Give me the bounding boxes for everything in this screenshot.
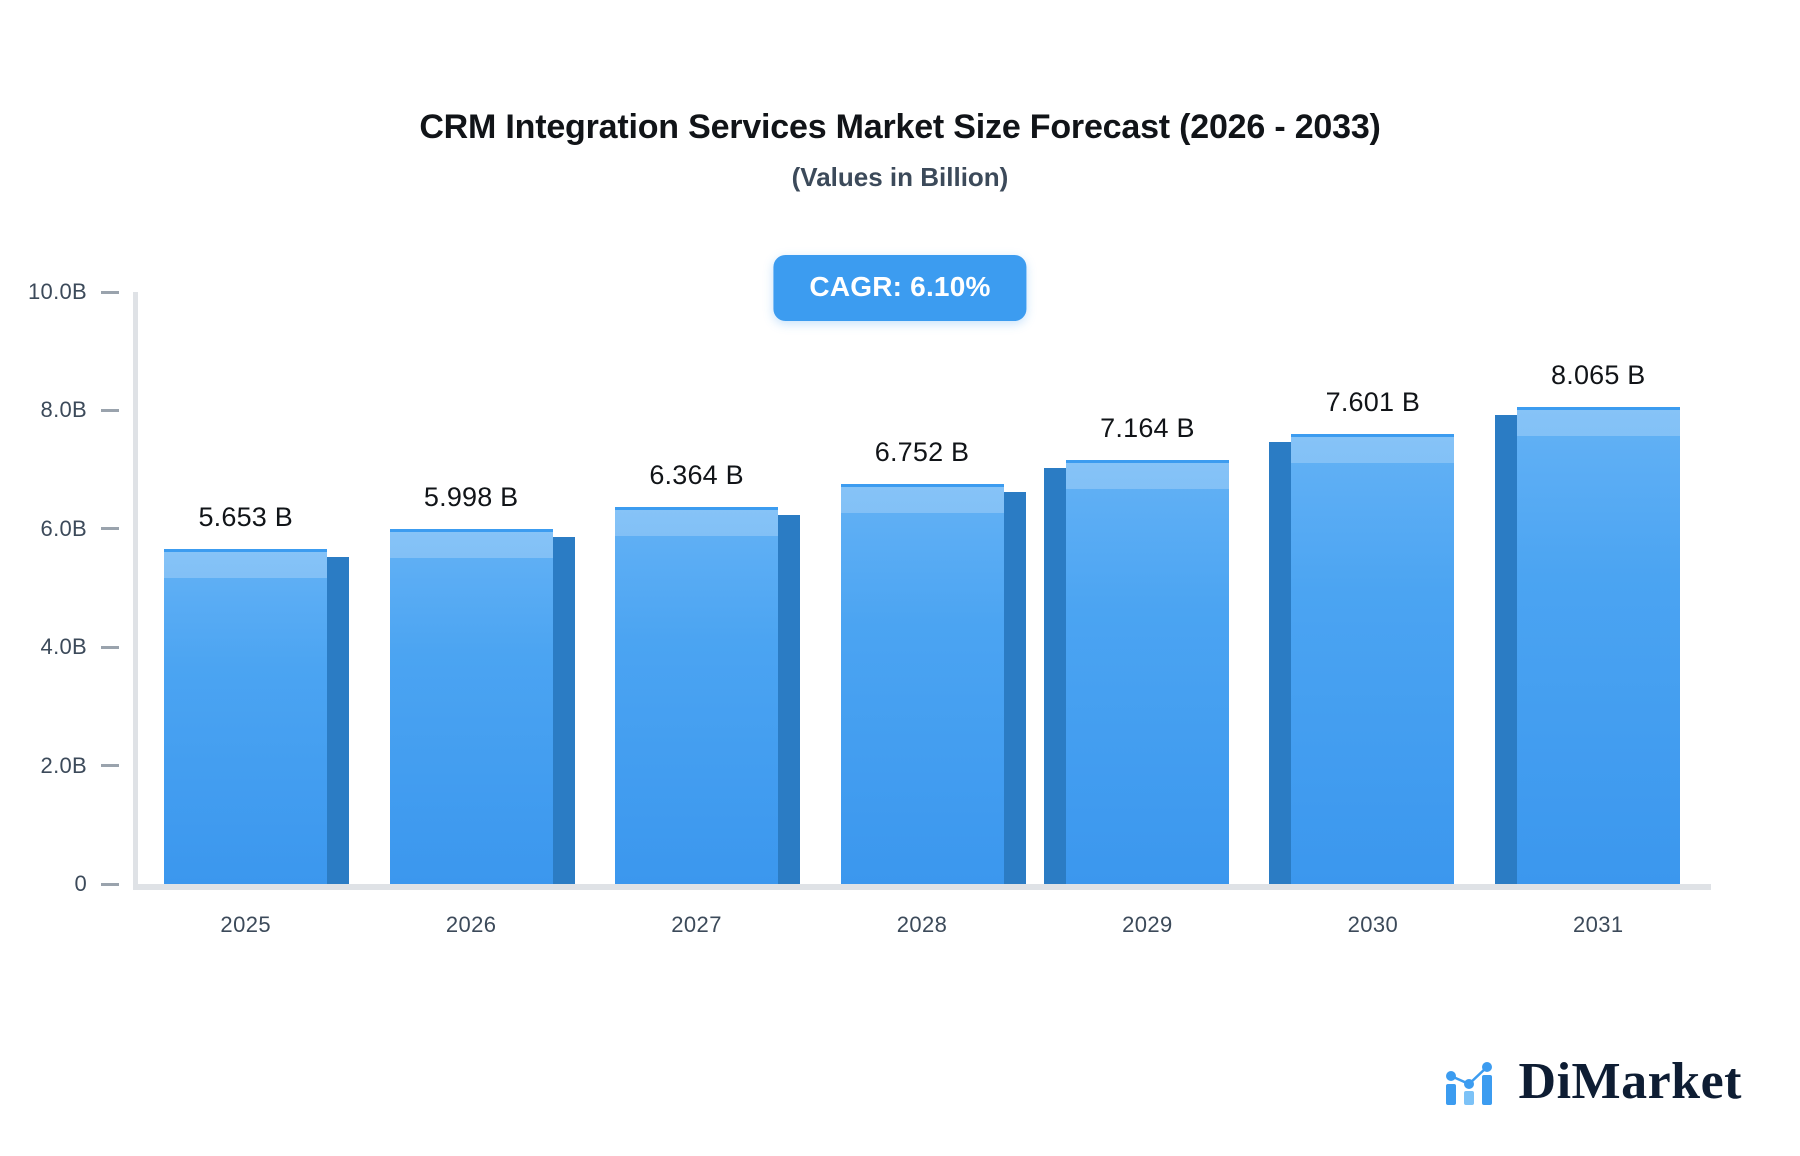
y-axis-tick-label: 2.0B [40,752,87,778]
bar-side-panel [1269,442,1292,884]
y-axis-tick-label: 0 [74,871,87,896]
bar-face [840,484,1004,884]
bar-top-highlight [840,487,1004,514]
bar-value-label: 6.752 B [874,437,970,468]
y-axis-tick-label: 10.0B [28,279,87,304]
bar-side-panel [1003,492,1026,884]
x-axis-tick-label: 2025 [220,912,271,937]
bar-2029: 7.164 B 2029 [1043,413,1229,937]
logo-text: DiMarket [1518,1053,1742,1110]
cagr-badge: CAGR: 6.10% [773,255,1027,321]
bar-side-panel [1043,467,1066,884]
y-axis-tick-mark [101,527,119,531]
bar-chart-icon [1445,1062,1492,1105]
bar-value-label: 7.601 B [1325,387,1421,418]
page-title: CRM Integration Services Market Size For… [419,108,1381,146]
bar-face [1516,406,1680,884]
x-axis-tick-label: 2029 [1122,912,1173,937]
bar-value-label: 6.364 B [649,460,744,491]
y-axis-tick-mark [101,645,119,649]
bar-value-label: 5.653 B [198,502,293,533]
y-axis-tick-label: 4.0B [40,634,87,660]
bar-side-panel [778,515,801,884]
brand-logo: DiMarket [1445,1056,1742,1108]
bar-side-panel [327,557,350,884]
y-axis-tick-label: 6.0B [40,515,87,541]
x-axis-tick-label: 2031 [1573,912,1624,937]
bar-top-highlight [615,510,779,537]
x-axis-line [133,884,1711,890]
y-axis-line [133,292,138,887]
bar-face [389,528,553,884]
y-axis-tick-mark [101,764,119,768]
bar-top-highlight [164,552,328,579]
bar-2030: 7.601 B 2030 [1269,387,1455,937]
bar-face [1291,434,1455,884]
plot-area: 10.0B 8.0B 6.0B 4.0B 2.0B 0 5.653 B 2025 5.998 … [28,279,1711,937]
bar-2028: 6.752 B 2028 [840,437,1026,937]
bar-value-label: 7.164 B [1100,412,1195,443]
chart-subtitle: (Values in Billion) [791,162,1009,193]
bar-2026: 5.998 B 2026 [389,482,575,937]
bar-top-highlight [1516,409,1680,436]
x-axis-tick-label: 2028 [896,912,948,937]
bar-face [615,507,779,884]
title-block: CRM Integration Services Market Size For… [0,108,1800,193]
bar-side-panel [1494,414,1517,884]
bar-2031: 8.065 B 2031 [1494,360,1680,937]
y-axis-tick-mark [101,290,119,294]
bar-value-label: 5.998 B [423,481,519,512]
x-axis-tick-label: 2030 [1347,912,1399,937]
bar-top-highlight [389,531,553,558]
bar-side-panel [552,536,575,884]
y-axis-tick-mark [101,882,119,886]
x-axis-tick-label: 2027 [671,912,722,937]
bar-2025: 5.653 B 2025 [164,502,350,937]
y-axis-tick-label: 8.0B [40,397,87,423]
bar-2027: 6.364 B 2027 [615,460,801,937]
bar-value-label: 8.065 B [1551,359,1646,390]
bar-face [164,549,328,884]
x-axis-tick-label: 2026 [445,912,497,937]
bar-top-highlight [1065,462,1229,489]
bar-top-highlight [1291,437,1455,464]
bar-face [1065,459,1229,884]
y-axis-tick-mark [101,408,119,412]
